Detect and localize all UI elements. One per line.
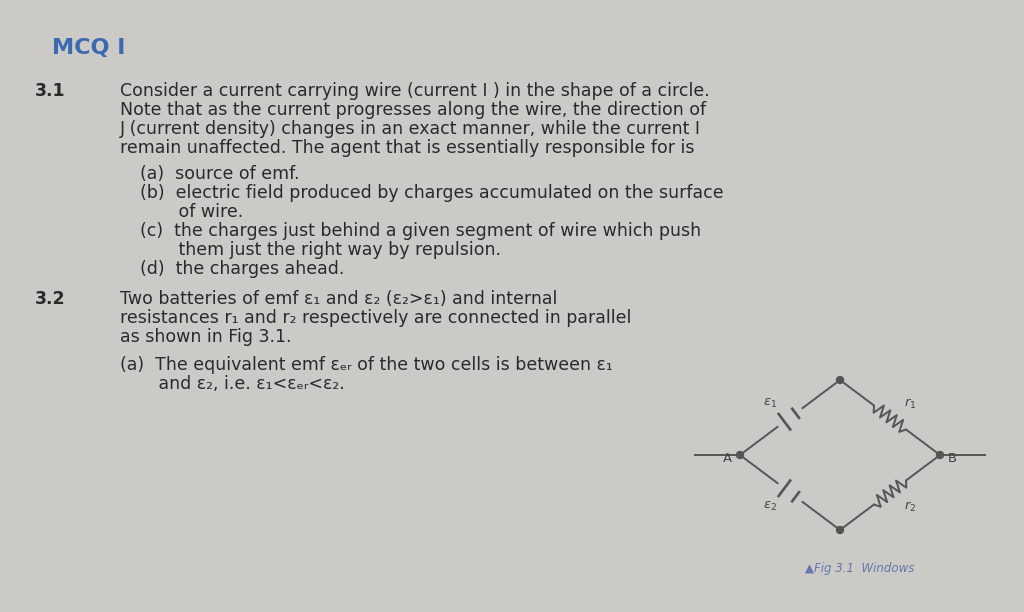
Text: of wire.: of wire.	[140, 203, 244, 221]
Circle shape	[837, 376, 844, 384]
Text: ▲Fig 3.1  Windows: ▲Fig 3.1 Windows	[805, 562, 914, 575]
Circle shape	[837, 526, 844, 534]
Text: MCQ I: MCQ I	[52, 38, 125, 58]
Text: Consider a current carrying wire (current I ) in the shape of a circle.: Consider a current carrying wire (curren…	[120, 82, 710, 100]
Text: (a)  source of emf.: (a) source of emf.	[140, 165, 299, 183]
Text: (d)  the charges ahead.: (d) the charges ahead.	[140, 260, 344, 278]
Text: (c)  the charges just behind a given segment of wire which push: (c) the charges just behind a given segm…	[140, 222, 701, 240]
Text: Two batteries of emf ε₁ and ε₂ (ε₂>ε₁) and internal: Two batteries of emf ε₁ and ε₂ (ε₂>ε₁) a…	[120, 290, 557, 308]
Text: $\varepsilon_2$: $\varepsilon_2$	[763, 500, 777, 513]
Text: (b)  electric field produced by charges accumulated on the surface: (b) electric field produced by charges a…	[140, 184, 724, 202]
Text: J (current density) changes in an exact manner, while the current I: J (current density) changes in an exact …	[120, 120, 701, 138]
Text: $r_2$: $r_2$	[904, 499, 916, 513]
Text: as shown in Fig 3.1.: as shown in Fig 3.1.	[120, 328, 292, 346]
Text: them just the right way by repulsion.: them just the right way by repulsion.	[140, 241, 501, 259]
Circle shape	[736, 452, 743, 458]
Text: Note that as the current progresses along the wire, the direction of: Note that as the current progresses alon…	[120, 101, 707, 119]
Text: A: A	[723, 452, 732, 465]
Text: 3.1: 3.1	[35, 82, 66, 100]
Text: (a)  The equivalent emf εₑᵣ of the two cells is between ε₁: (a) The equivalent emf εₑᵣ of the two ce…	[120, 356, 613, 374]
Text: $r_1$: $r_1$	[904, 397, 916, 411]
Text: remain unaffected. The agent that is essentially responsible for is: remain unaffected. The agent that is ess…	[120, 139, 694, 157]
Text: resistances r₁ and r₂ respectively are connected in parallel: resistances r₁ and r₂ respectively are c…	[120, 309, 632, 327]
Text: $\varepsilon_1$: $\varepsilon_1$	[763, 397, 777, 410]
Circle shape	[937, 452, 943, 458]
Text: 3.2: 3.2	[35, 290, 66, 308]
Text: and ε₂, i.e. ε₁<εₑᵣ<ε₂.: and ε₂, i.e. ε₁<εₑᵣ<ε₂.	[120, 375, 345, 393]
Text: B: B	[948, 452, 957, 465]
